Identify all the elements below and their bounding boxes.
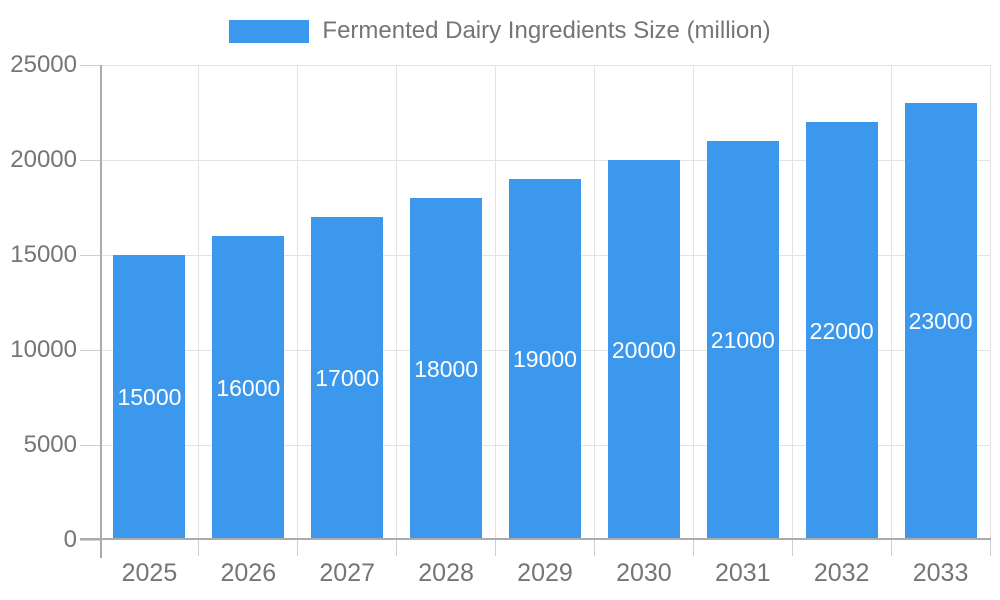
x-tick-label: 2026 <box>220 559 277 587</box>
legend-swatch <box>229 19 310 43</box>
gridline-vertical <box>495 65 497 540</box>
x-tick-label: 2025 <box>121 559 178 587</box>
x-tick-label: 2030 <box>616 559 672 587</box>
y-axis-tick <box>80 254 100 256</box>
y-axis-tick <box>80 444 100 446</box>
bar-value-label: 17000 <box>315 365 380 391</box>
bar[interactable]: 22000 <box>805 122 878 540</box>
y-axis-tick <box>80 539 100 541</box>
x-axis-tick <box>297 540 299 556</box>
bar[interactable]: 19000 <box>509 179 581 540</box>
x-axis-tick <box>396 540 398 556</box>
gridline-vertical <box>989 65 991 540</box>
bar[interactable]: 17000 <box>311 217 384 540</box>
bar[interactable]: 16000 <box>212 236 285 540</box>
y-tick-label: 15000 <box>10 241 77 268</box>
x-axis-tick <box>890 540 892 556</box>
x-tick-label: 2032 <box>813 559 870 587</box>
legend[interactable]: Fermented Dairy Ingredients Size (millio… <box>0 17 1000 45</box>
bar[interactable]: 23000 <box>904 103 977 540</box>
y-tick-label: 20000 <box>10 146 77 173</box>
bar[interactable]: 15000 <box>113 255 186 540</box>
x-axis-tick <box>989 540 991 556</box>
bar-value-label: 22000 <box>809 317 874 344</box>
x-axis-tick <box>495 540 497 556</box>
y-tick-label: 25000 <box>10 51 77 78</box>
x-tick-label: 2033 <box>912 559 969 587</box>
x-axis-tick <box>593 540 595 556</box>
y-axis-line <box>100 65 102 558</box>
bar-value-label: 15000 <box>117 384 182 410</box>
x-axis-tick <box>692 540 694 556</box>
bar-value-label: 21000 <box>710 327 775 353</box>
x-axis-line <box>80 538 991 540</box>
y-axis-tick <box>80 159 100 161</box>
y-tick-label: 5000 <box>23 431 77 458</box>
bar-value-label: 18000 <box>414 355 479 382</box>
plot-area: 0 5000 10000 15000 20000 25000 15000 16000 17000… <box>10 52 991 586</box>
bar[interactable]: 21000 <box>706 141 779 540</box>
gridline-vertical <box>791 65 793 540</box>
gridline-vertical <box>198 65 200 540</box>
x-axis-tick <box>791 540 793 556</box>
x-tick-label: 2031 <box>714 559 771 587</box>
y-tick-label: 10000 <box>10 336 77 363</box>
gridline-vertical <box>890 65 892 540</box>
bar-value-label: 16000 <box>216 374 281 401</box>
x-axis-tick <box>198 540 200 556</box>
x-tick-label: 2028 <box>418 559 474 587</box>
bar-value-label: 20000 <box>611 336 676 363</box>
gridline-vertical <box>593 65 595 540</box>
y-axis-tick <box>80 64 100 66</box>
bar[interactable]: 20000 <box>607 160 680 540</box>
gridline-vertical <box>396 65 398 540</box>
legend-label: Fermented Dairy Ingredients Size (millio… <box>322 17 771 44</box>
bar-value-label: 19000 <box>513 346 577 372</box>
bar[interactable]: 18000 <box>410 198 483 540</box>
gridline-vertical <box>297 65 299 540</box>
gridline-horizontal <box>100 159 990 161</box>
gridline-horizontal <box>100 64 990 66</box>
bar-value-label: 23000 <box>908 308 973 334</box>
y-tick-label: 0 <box>63 526 77 553</box>
x-tick-label: 2027 <box>319 559 376 587</box>
y-axis-tick <box>80 349 100 351</box>
gridline-vertical <box>692 65 694 540</box>
x-tick-label: 2029 <box>517 559 573 587</box>
